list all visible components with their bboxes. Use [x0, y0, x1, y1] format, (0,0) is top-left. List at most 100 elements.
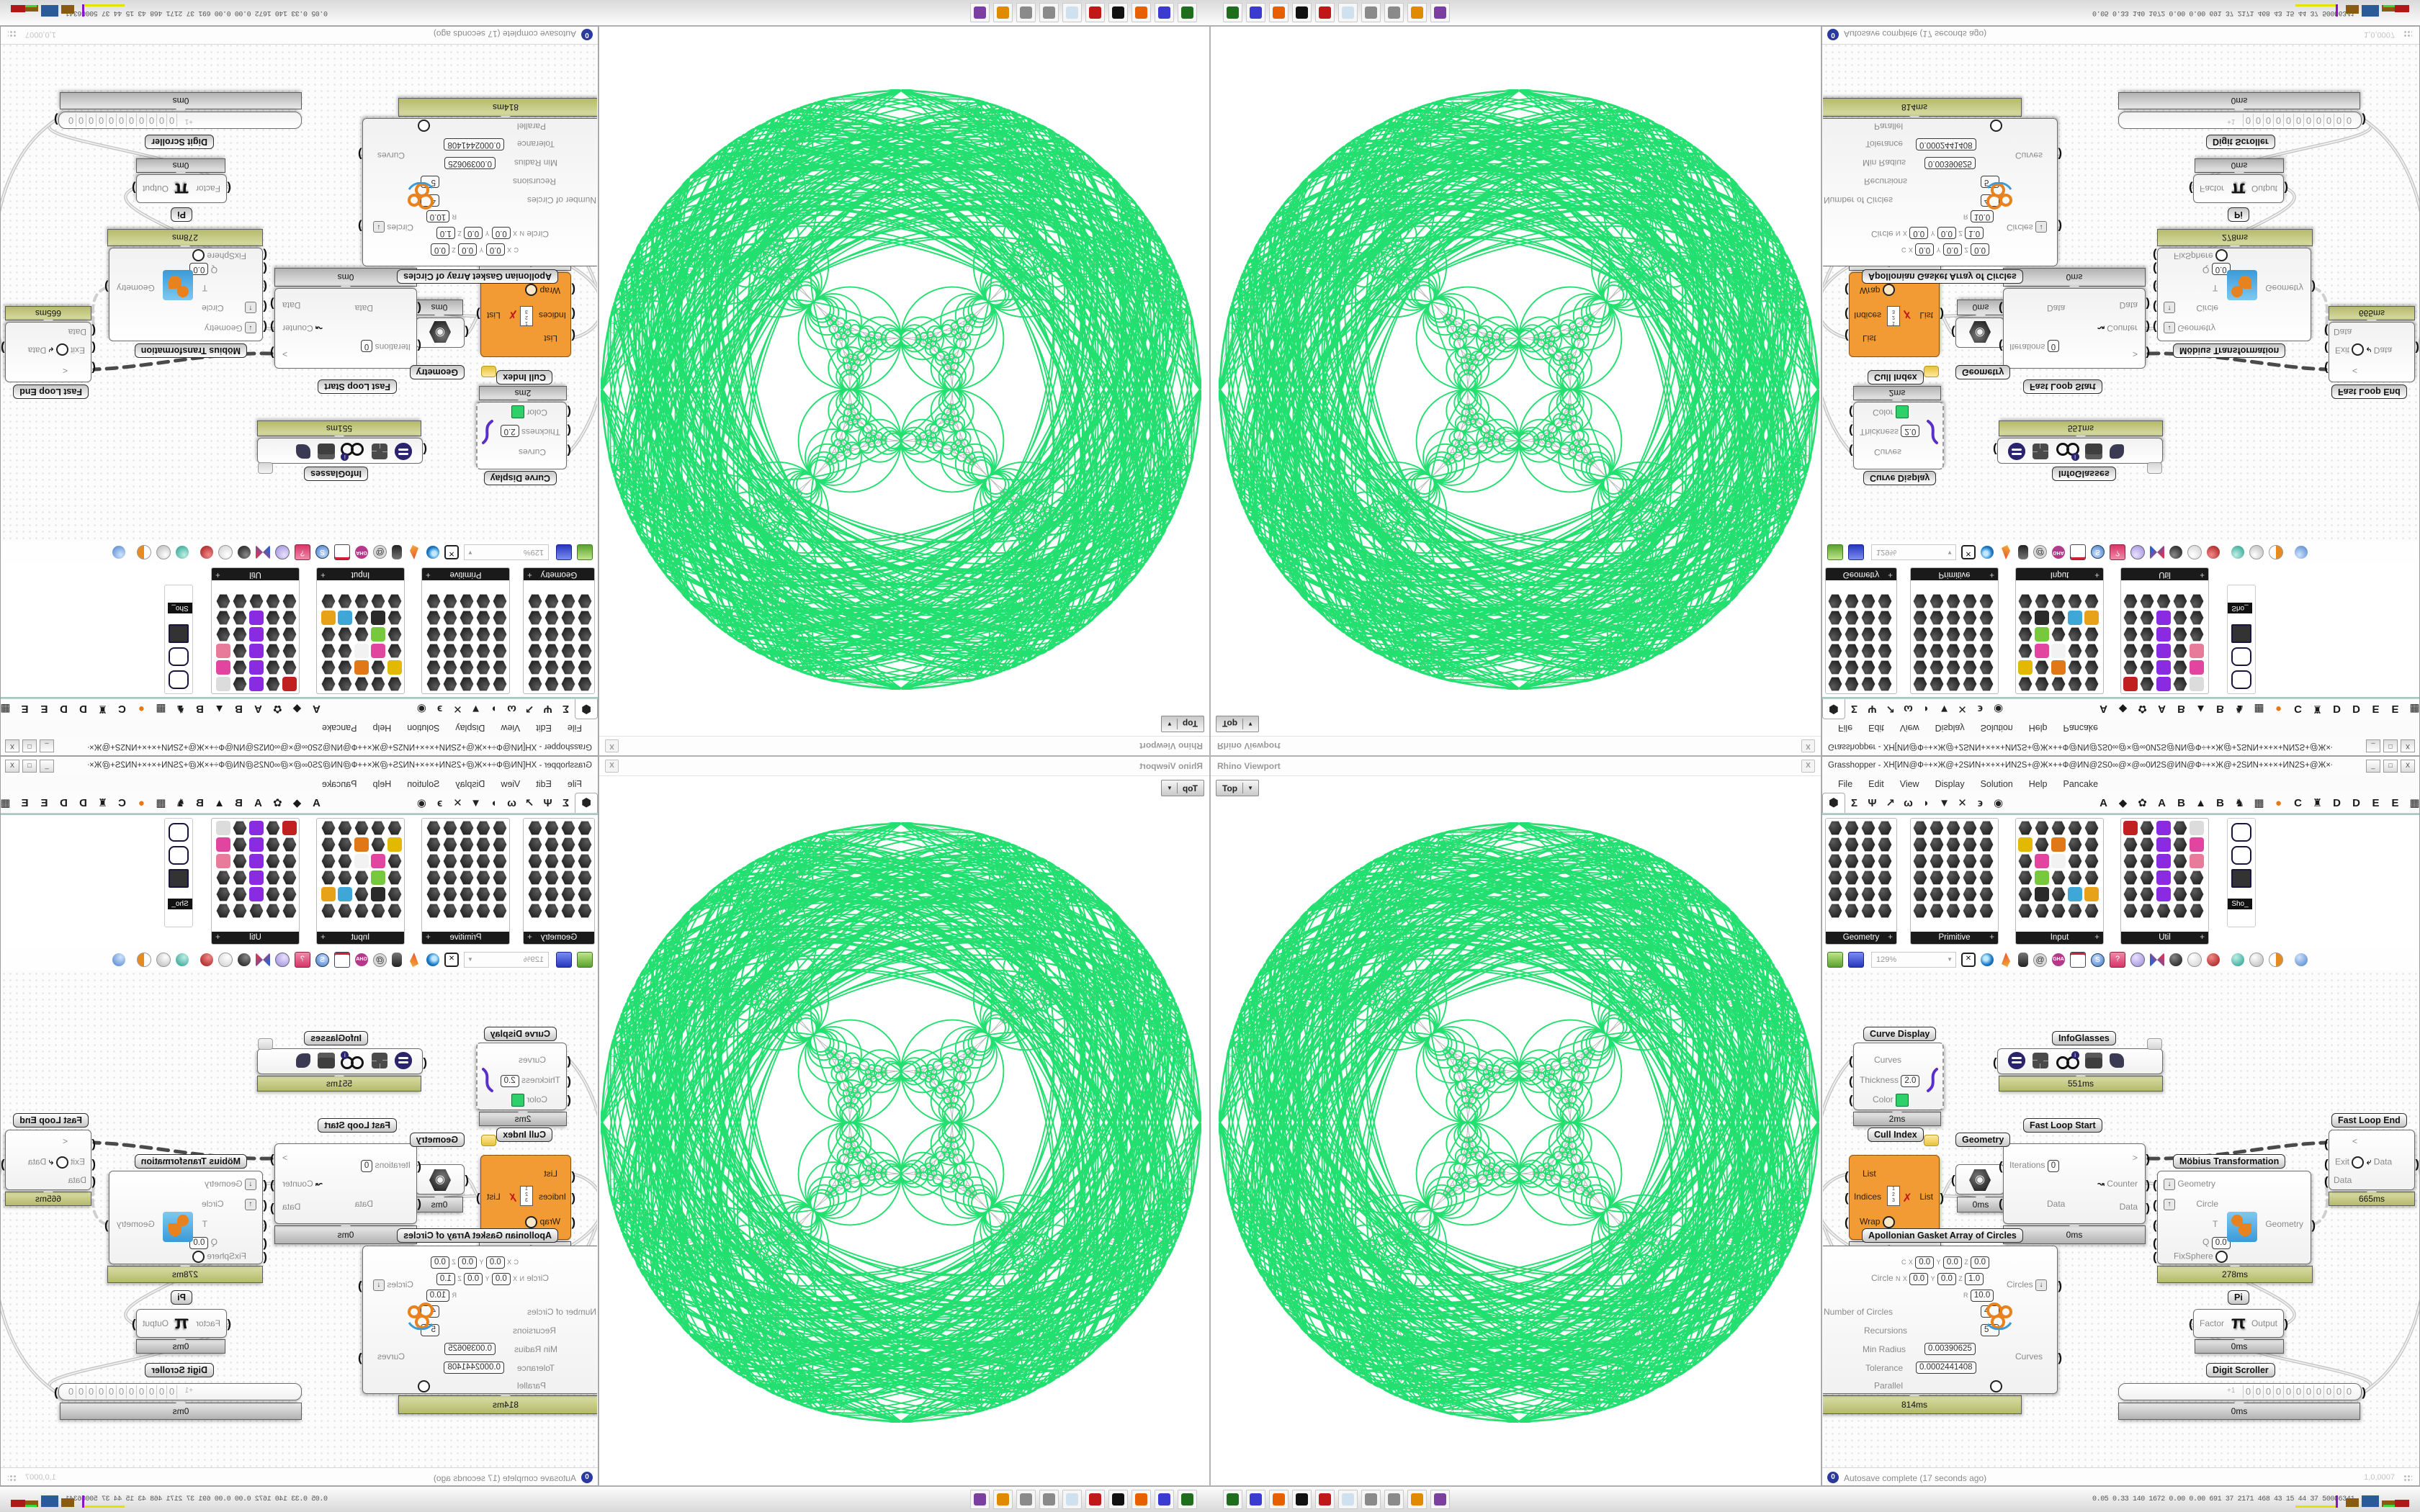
preview-eye-icon[interactable] [1981, 546, 1994, 559]
close-button[interactable]: X [5, 760, 19, 773]
thickness-value[interactable]: 2.0 [500, 425, 519, 437]
component-icon[interactable] [371, 594, 385, 608]
tab-main-4[interactable]: ω [1904, 703, 1913, 715]
node-fast-loop-end[interactable]: ( ( ( ) < Exit ⤶ Data Data [2324, 322, 2419, 382]
close-button[interactable]: X [2401, 739, 2415, 752]
component-icon[interactable] [460, 677, 474, 691]
digit-cell[interactable]: 0 [86, 114, 97, 127]
preview-eye-icon[interactable] [426, 953, 439, 966]
component-icon[interactable] [2190, 821, 2204, 835]
tab-plugin-14[interactable]: E [2372, 797, 2380, 809]
node-title-mobius[interactable]: Möbius Transformation [134, 1154, 247, 1169]
fixsphere-toggle[interactable] [2215, 1251, 2228, 1263]
component-icon[interactable] [2173, 627, 2187, 642]
palette-panel-label[interactable]: Util + [2121, 932, 2208, 944]
fixsphere-toggle[interactable] [192, 249, 205, 261]
digit-cell[interactable]: 0 [97, 114, 107, 127]
node-title-geometry[interactable]: Geometry [1955, 365, 2011, 379]
tab-main-9[interactable]: ◉ [416, 703, 427, 715]
tab-plugin-2[interactable]: ✿ [273, 797, 282, 809]
apollonian-gasket-viewport[interactable]: .gc{fill:none;stroke:#b5b5b5;stroke-widt… [1211, 25, 1822, 755]
node-fast-loop-start[interactable]: ( ( ) ) ) Iterations 0 > ↝ Counter Data [1999, 1143, 2150, 1224]
component-icon[interactable] [2051, 627, 2066, 642]
component-icon[interactable] [578, 887, 592, 901]
taskbar-terminal-icon[interactable] [1292, 3, 1312, 22]
node-title-mobius[interactable]: Möbius Transformation [134, 343, 247, 358]
open-file-icon[interactable] [577, 952, 593, 968]
component-icon[interactable] [544, 821, 559, 835]
component-icon[interactable] [1979, 660, 1994, 675]
node-fast-loop-end[interactable]: ( ( ( ) < Exit ⤶ Data Data [2324, 1130, 2419, 1190]
component-icon[interactable] [493, 611, 507, 625]
tab-main-0[interactable]: ⬢ [1822, 793, 1845, 814]
ink-white-droplet-icon[interactable] [2187, 545, 2202, 559]
component-icon[interactable] [2035, 904, 2049, 918]
iterations-value[interactable]: 0 [2047, 1160, 2060, 1172]
component-icon[interactable] [1878, 887, 1892, 901]
palette-panel-label[interactable]: Primitive + [422, 932, 509, 944]
taskbar-qr-icon[interactable] [1361, 3, 1381, 22]
component-icon[interactable] [426, 627, 441, 642]
tolerance-value[interactable]: 0.0002441408 [1916, 138, 1976, 150]
component-icon[interactable] [2035, 837, 2049, 852]
component-icon[interactable] [354, 854, 369, 868]
tab-plugin-11[interactable]: ♜ [97, 797, 108, 809]
component-icon[interactable] [216, 660, 230, 675]
component-icon[interactable] [1845, 644, 1859, 658]
component-icon[interactable] [2123, 821, 2138, 835]
taskbar-icons[interactable] [970, 3, 1197, 22]
tab-plugin-10[interactable]: C [2294, 703, 2302, 715]
component-icon[interactable] [476, 870, 490, 885]
node-curve-display[interactable]: ( ( ( Curves Thickness 2.0 Color [1849, 402, 1944, 469]
component-icon[interactable] [2068, 887, 2082, 901]
n-x-value[interactable]: 0.0 [491, 1273, 511, 1285]
component-icon[interactable] [528, 887, 542, 901]
search-icon[interactable]: S [315, 953, 329, 967]
palette-panel-label[interactable]: Primitive + [1911, 932, 1998, 944]
component-icon[interactable] [578, 611, 592, 625]
maximize-button[interactable]: □ [2383, 739, 2398, 752]
palette-panel-label[interactable]: Sho_ [168, 603, 192, 613]
close-button[interactable]: X [2401, 760, 2415, 773]
component-icon[interactable] [578, 904, 592, 918]
component-icon[interactable] [2018, 644, 2033, 658]
component-icon[interactable] [249, 854, 264, 868]
taskbar-qr2-icon[interactable] [1384, 3, 1404, 22]
node-infoglasses[interactable]: ( i [1993, 438, 2163, 464]
component-icon[interactable] [578, 644, 592, 658]
component-icon[interactable] [2190, 644, 2204, 658]
component-icon[interactable] [2035, 887, 2049, 901]
sketch-pen-icon[interactable] [407, 545, 421, 559]
tab-main-4[interactable]: ω [507, 703, 516, 715]
menu-item-display[interactable]: Display [455, 779, 485, 789]
component-icon[interactable] [476, 627, 490, 642]
component-icon[interactable] [528, 660, 542, 675]
fixsphere-toggle[interactable] [192, 1251, 205, 1263]
component-icon[interactable] [544, 904, 559, 918]
node-apollonian-gasket[interactable]: ) ) C X 0.0 Y 0.0 Z 0.0 Circle N X [358, 118, 597, 266]
digit-cell[interactable]: 0 [147, 1385, 157, 1398]
publish-at-icon[interactable]: @ [373, 545, 387, 559]
component-icon[interactable] [1946, 854, 1960, 868]
palette-panel-label[interactable]: Sho_ [168, 899, 192, 909]
component-icon[interactable] [1861, 611, 1876, 625]
taskbar-owl-icon[interactable] [970, 3, 990, 22]
component-icon[interactable] [2084, 854, 2099, 868]
preview-quality-icon[interactable] [2295, 546, 2308, 559]
parallel-toggle[interactable] [417, 1380, 430, 1392]
publish-at-icon[interactable]: @ [2033, 545, 2047, 559]
component-icon[interactable] [249, 887, 264, 901]
component-icon[interactable] [493, 837, 507, 852]
component-icon[interactable] [476, 677, 490, 691]
component-icon[interactable] [561, 594, 575, 608]
component-icon[interactable] [2140, 887, 2154, 901]
component-icon[interactable] [476, 611, 490, 625]
tab-plugin-11[interactable]: ♜ [2312, 797, 2323, 809]
component-icon[interactable] [1930, 611, 1944, 625]
tab-main-5[interactable]: ◗ [1922, 797, 1930, 809]
palette-panel-label[interactable]: Primitive + [1911, 568, 1998, 580]
component-icon[interactable] [561, 611, 575, 625]
palette-panel-label[interactable]: Input + [2016, 932, 2103, 944]
component-icon[interactable] [561, 854, 575, 868]
